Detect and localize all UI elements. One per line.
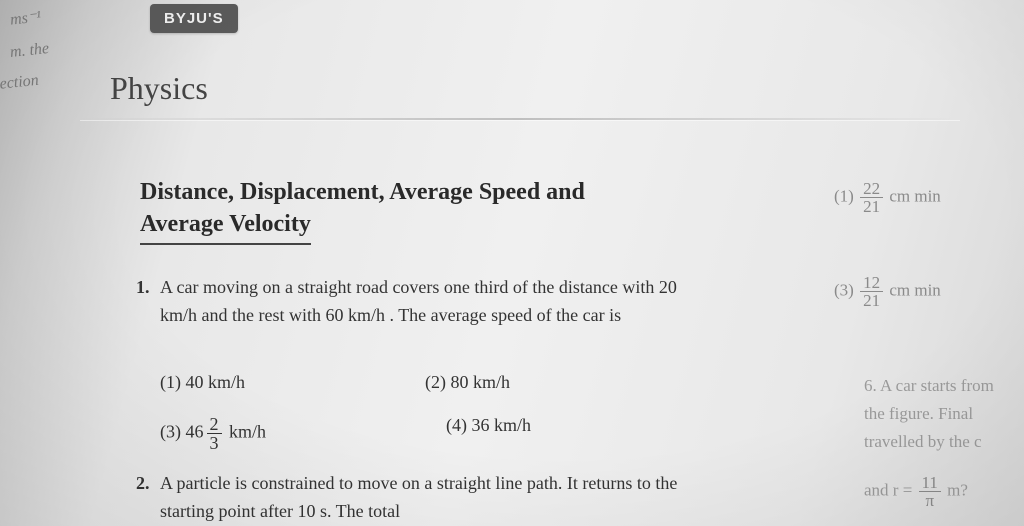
r1-bot: 21 bbox=[860, 198, 883, 215]
rand-top: 11 bbox=[919, 474, 941, 492]
right-and-line: and r = 11π m? bbox=[864, 474, 968, 509]
option-3: (3) 4623 km/h bbox=[160, 415, 266, 452]
brand-logo: BYJU'S bbox=[150, 4, 238, 33]
option-2: (2) 80 km/h bbox=[425, 372, 510, 393]
r3-pre: (3) bbox=[834, 280, 858, 299]
question-1-options: (1) 40 km/h (2) 80 km/h (3) 4623 km/h (4… bbox=[160, 372, 680, 474]
option-row-2: (3) 4623 km/h (4) 36 km/h bbox=[160, 415, 680, 452]
q1-text-c: . The average speed of the car is bbox=[390, 305, 622, 325]
r1-pre: (1) bbox=[834, 186, 858, 205]
option-1: (1) 40 km/h bbox=[160, 372, 245, 393]
right-q6-line: 6. A car starts from bbox=[864, 376, 994, 396]
option-3-post: km/h bbox=[225, 422, 267, 442]
rand-fraction: 11π bbox=[919, 474, 941, 509]
r3-fraction: 1221 bbox=[860, 274, 883, 309]
right-travelled-line: travelled by the c bbox=[864, 432, 982, 452]
margin-text-2: m. the bbox=[9, 40, 50, 62]
question-2-text: A particle is constrained to move on a s… bbox=[160, 473, 677, 521]
topic-line-2: Average Velocity bbox=[140, 208, 311, 244]
rand-post: m? bbox=[943, 480, 968, 499]
rand-bot: π bbox=[919, 492, 941, 509]
question-1-number: 1. bbox=[136, 274, 150, 302]
q1-text-a: A car moving on a straight road covers o… bbox=[160, 277, 659, 297]
r1-fraction: 2221 bbox=[860, 180, 883, 215]
margin-text-1: ms⁻¹ bbox=[9, 6, 42, 29]
r1-top: 22 bbox=[860, 180, 883, 198]
right-option-1: (1) 2221 cm min bbox=[834, 180, 941, 215]
rand-pre: and r = bbox=[864, 480, 917, 499]
question-2-number: 2. bbox=[136, 470, 150, 498]
question-1: 1. A car moving on a straight road cover… bbox=[160, 274, 680, 330]
q1-speed-2: 60 km/h bbox=[326, 305, 386, 325]
margin-text-3: rection bbox=[0, 72, 40, 95]
right-figure-line: the figure. Final bbox=[864, 404, 973, 424]
topic-title: Distance, Displacement, Average Speed an… bbox=[140, 176, 660, 245]
option-3-top: 2 bbox=[207, 415, 222, 434]
topic-line-1: Distance, Displacement, Average Speed an… bbox=[140, 179, 585, 205]
r3-top: 12 bbox=[860, 274, 883, 292]
r1-post: cm min bbox=[885, 186, 941, 205]
option-3-bot: 3 bbox=[207, 434, 222, 452]
header-divider bbox=[80, 118, 960, 120]
option-row-1: (1) 40 km/h (2) 80 km/h bbox=[160, 372, 680, 393]
right-option-3: (3) 1221 cm min bbox=[834, 274, 941, 309]
option-4: (4) 36 km/h bbox=[446, 415, 531, 452]
option-3-pre: (3) 46 bbox=[160, 422, 204, 442]
r3-bot: 21 bbox=[860, 292, 883, 309]
r3-post: cm min bbox=[885, 280, 941, 299]
textbook-page: ms⁻¹ m. the rection BYJU'S Physics Dista… bbox=[0, 0, 1024, 526]
question-2: 2. A particle is constrained to move on … bbox=[160, 470, 720, 526]
subject-heading: Physics bbox=[110, 70, 208, 107]
option-3-fraction: 23 bbox=[207, 415, 222, 452]
q1-text-b: and the rest with bbox=[202, 305, 326, 325]
